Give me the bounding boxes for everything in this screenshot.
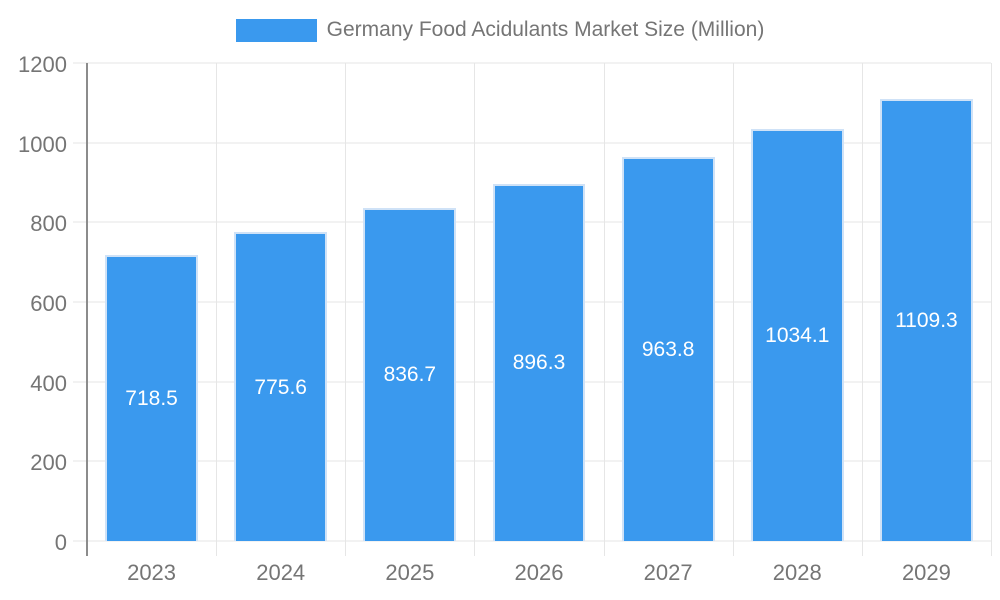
bar-value-label: 1034.1 — [765, 324, 830, 348]
bar[interactable]: 1034.1 — [750, 129, 844, 541]
gridline-h — [73, 62, 991, 64]
bar[interactable]: 718.5 — [105, 254, 199, 541]
y-tick-label: 600 — [30, 291, 67, 316]
gridline-v — [991, 63, 992, 556]
bar-value-label: 775.6 — [254, 375, 307, 399]
bar-value-label: 896.3 — [512, 351, 566, 375]
y-tick-label: 1000 — [18, 131, 67, 157]
x-tick-label: 2024 — [256, 560, 306, 585]
legend-swatch — [235, 18, 317, 42]
bar-value-label: 963.8 — [641, 338, 695, 362]
gridline-v — [474, 63, 476, 556]
y-tick-label: 200 — [30, 450, 67, 476]
bar[interactable]: 1109.3 — [879, 99, 973, 541]
y-tick-label: 400 — [30, 370, 67, 396]
bar-value-label: 1109.3 — [895, 309, 958, 333]
y-tick-label: 1200 — [18, 52, 67, 77]
y-tick-label: 800 — [30, 211, 67, 237]
plot-area: 0 200 400 600 800 1000 1200 718.5 2023 775.6 2024 8… — [18, 54, 992, 584]
x-tick-label: 2026 — [514, 560, 564, 585]
y-tick-label: 0 — [54, 530, 67, 555]
gridline-v — [216, 63, 218, 556]
gridline-h — [73, 540, 991, 542]
gridline-h — [73, 142, 991, 144]
legend: Germany Food Acidulants Market Size (Mil… — [0, 18, 1000, 42]
bar[interactable]: 775.6 — [234, 232, 328, 541]
bar[interactable]: 896.3 — [492, 183, 586, 541]
bar-value-label: 718.5 — [125, 386, 178, 410]
y-axis-line — [86, 63, 88, 556]
legend-label: Germany Food Acidulants Market Size (Mil… — [326, 18, 765, 41]
gridline-v — [603, 63, 605, 556]
bar-value-label: 836.7 — [383, 363, 437, 387]
x-tick-label: 2029 — [901, 560, 951, 585]
legend-item[interactable]: Germany Food Acidulants Market Size (Mil… — [235, 18, 765, 42]
x-tick-label: 2028 — [772, 560, 822, 585]
x-tick-label: 2027 — [643, 560, 693, 585]
gridline-v — [732, 63, 734, 556]
x-tick-label: 2025 — [385, 560, 435, 585]
bar[interactable]: 963.8 — [621, 157, 715, 541]
x-tick-label: 2023 — [127, 560, 177, 585]
bar[interactable]: 836.7 — [363, 207, 457, 541]
gridline-v — [345, 63, 347, 556]
gridline-v — [861, 63, 863, 556]
